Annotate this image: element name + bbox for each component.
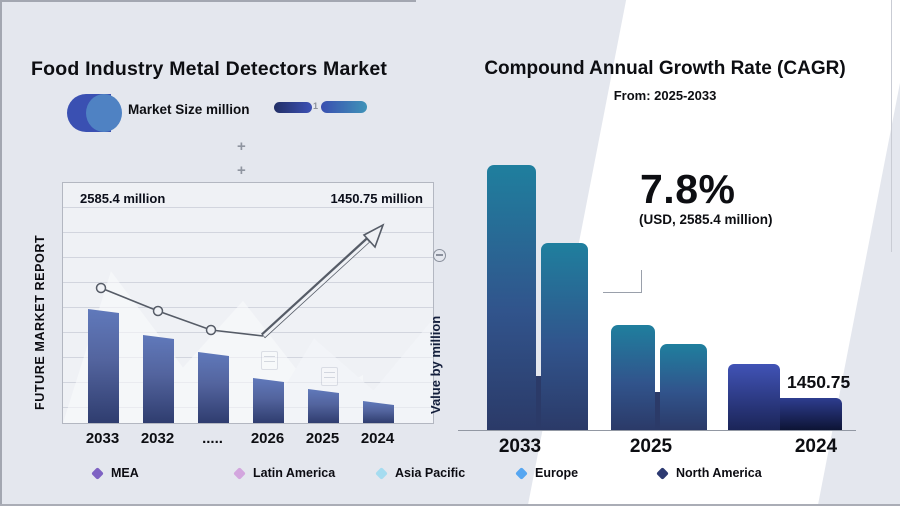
annotation-2033-value: 2585.4 million bbox=[80, 191, 166, 206]
frame-border-top bbox=[0, 0, 416, 2]
right-axis-label: 2024 bbox=[794, 436, 838, 457]
left-axis-label: 2024 bbox=[360, 430, 395, 447]
market-size-chart: 2585.4 million 1450.75 million bbox=[62, 182, 434, 424]
cagr-bar bbox=[780, 398, 842, 430]
plus-mark-icon: + bbox=[237, 138, 246, 155]
minus-circle-icon bbox=[433, 249, 446, 262]
legend-item: MEA bbox=[91, 463, 139, 483]
value-by-million-label: Value by million bbox=[428, 315, 443, 414]
cagr-bar bbox=[611, 325, 655, 430]
future-market-report-label: FUTURE MARKET REPORT bbox=[33, 234, 47, 410]
right-axis-label: 2033 bbox=[498, 436, 542, 457]
legend-label: Latin America bbox=[253, 466, 336, 480]
cagr-bar bbox=[487, 165, 536, 430]
trend-line-and-arrow bbox=[95, 223, 385, 339]
legend-diamond-icon bbox=[656, 466, 669, 480]
plus-mark-icon: + bbox=[237, 162, 246, 179]
cagr-period: From: 2025-2033 bbox=[613, 88, 717, 103]
market-size-label: Market Size million bbox=[128, 102, 250, 117]
left-axis-label: 2032 bbox=[140, 430, 175, 447]
legend-diamond-icon bbox=[515, 466, 528, 480]
legend-item: Europe bbox=[515, 463, 579, 483]
step-line-decoration bbox=[603, 270, 642, 293]
left-axis-label: 2025 bbox=[305, 430, 340, 447]
cagr-chart bbox=[458, 160, 870, 431]
cagr-value: 7.8% bbox=[640, 166, 736, 212]
legend-item: Asia Pacific bbox=[375, 463, 466, 483]
annotation-2024-value: 1450.75 million bbox=[330, 191, 424, 206]
legend-label: Europe bbox=[535, 466, 579, 480]
market-size-bar bbox=[363, 401, 394, 423]
left-axis-label: 2026 bbox=[250, 430, 285, 447]
legend-item: Latin America bbox=[233, 463, 336, 483]
legend-label: North America bbox=[676, 466, 762, 480]
legend-label: Asia Pacific bbox=[395, 466, 466, 480]
market-size-bar bbox=[143, 335, 174, 423]
cagr-bar bbox=[660, 344, 707, 430]
market-size-bar bbox=[308, 389, 339, 423]
left-axis-label: ..... bbox=[202, 430, 223, 447]
legend-diamond-icon bbox=[91, 466, 104, 480]
cagr-bar-group bbox=[611, 325, 707, 430]
document-watermark-icon bbox=[321, 367, 338, 386]
market-size-bar bbox=[88, 309, 119, 423]
legend-diamond-icon bbox=[233, 466, 246, 480]
cylinder-icon bbox=[67, 94, 122, 132]
market-size-bar bbox=[253, 378, 284, 423]
x-axis-line bbox=[458, 430, 856, 431]
legend-label: MEA bbox=[111, 466, 139, 480]
legend: MEA Latin America Asia Pacific Europe North … bbox=[0, 463, 900, 487]
cagr-title: Compound Annual Growth Rate (CAGR) bbox=[484, 58, 846, 79]
document-watermark-icon bbox=[261, 351, 278, 370]
frame-border-bottom bbox=[0, 504, 900, 506]
legend-diamond-icon bbox=[375, 466, 388, 480]
pill-shape-dark bbox=[274, 102, 312, 113]
legend-item: North America bbox=[656, 463, 762, 483]
right-axis-label: 2025 bbox=[629, 436, 673, 457]
bar-merge-filler bbox=[655, 392, 660, 430]
left-panel-title: Food Industry Metal Detectors Market bbox=[31, 58, 388, 80]
cagr-bar bbox=[728, 364, 780, 430]
cagr-bar bbox=[541, 243, 588, 430]
frame-border-left bbox=[0, 0, 2, 506]
market-size-bar bbox=[198, 352, 229, 423]
bar-value-1450: 1450.75 bbox=[787, 372, 851, 392]
left-axis-label: 2033 bbox=[85, 430, 120, 447]
bar-merge-filler bbox=[536, 376, 541, 430]
pill-shape-teal bbox=[321, 101, 367, 113]
cagr-bar-group bbox=[728, 364, 842, 430]
cylinder-face-shape bbox=[86, 94, 122, 132]
cagr-bar-group bbox=[487, 165, 588, 430]
cagr-basis: (USD, 2585.4 million) bbox=[639, 212, 773, 227]
pill-separator: 1 bbox=[313, 101, 319, 111]
frame-border-right bbox=[891, 0, 892, 252]
